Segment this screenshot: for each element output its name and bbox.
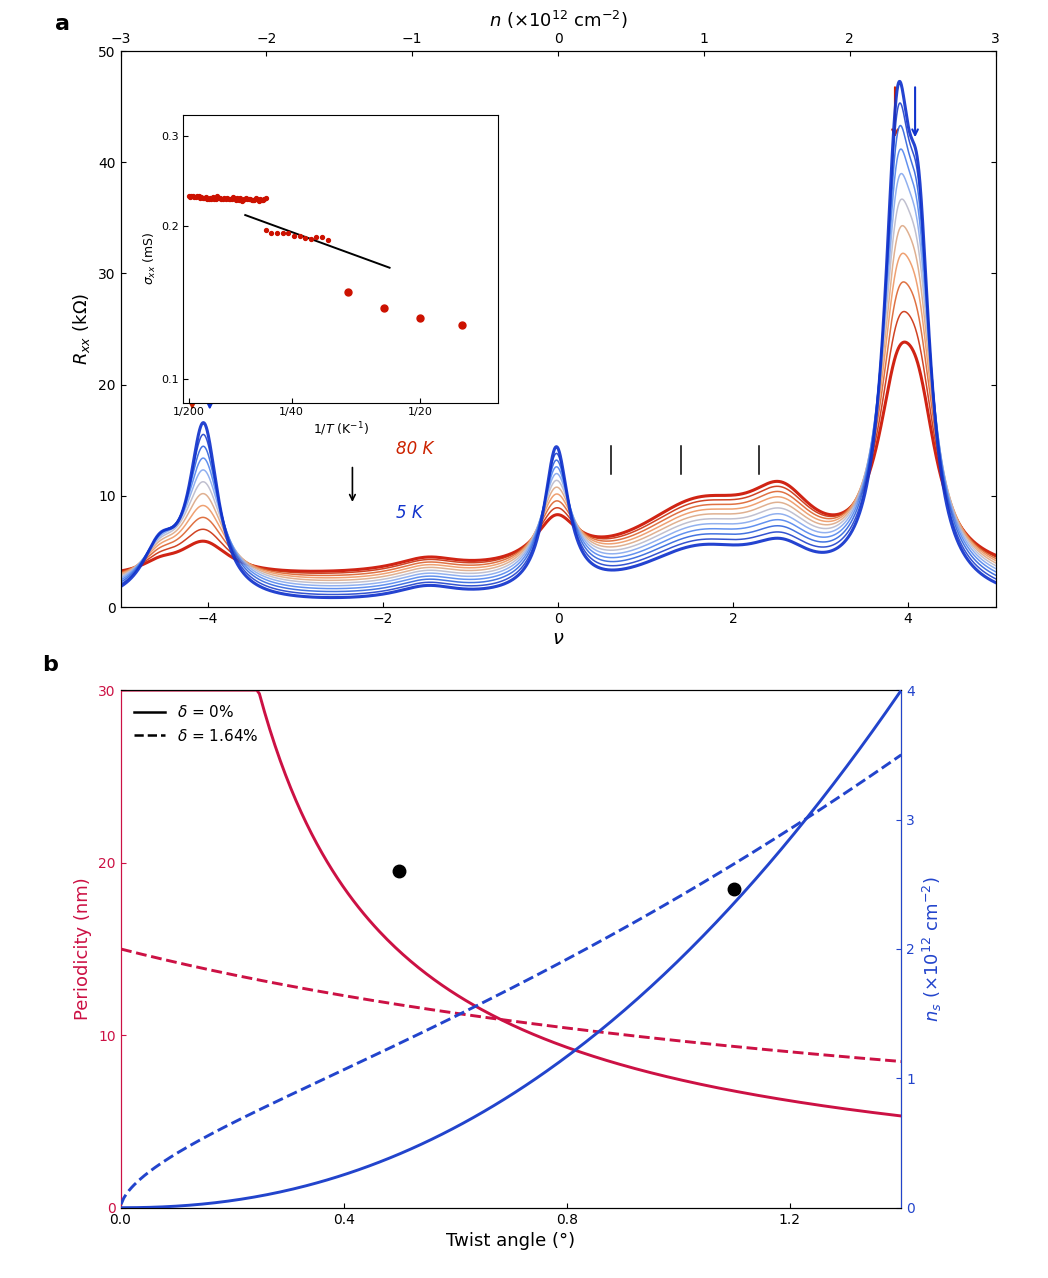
Text: 80 K: 80 K	[396, 440, 434, 458]
X-axis label: $n$ ($\times10^{12}$ cm$^{-2}$): $n$ ($\times10^{12}$ cm$^{-2}$)	[488, 9, 628, 31]
Y-axis label: Periodicity (nm): Periodicity (nm)	[74, 878, 92, 1020]
Legend: $\delta$ = 0%, $\delta$ = 1.64%: $\delta$ = 0%, $\delta$ = 1.64%	[128, 698, 265, 750]
X-axis label: Twist angle (°): Twist angle (°)	[446, 1232, 575, 1250]
Text: b: b	[42, 654, 59, 675]
Y-axis label: $\sigma_{xx}$ (mS): $\sigma_{xx}$ (mS)	[141, 233, 158, 285]
Y-axis label: $n_s$ ($\times10^{12}$ cm$^{-2}$): $n_s$ ($\times10^{12}$ cm$^{-2}$)	[920, 875, 943, 1022]
Y-axis label: $R_{xx}$ (k$\Omega$): $R_{xx}$ (k$\Omega$)	[71, 293, 92, 366]
Text: 5 K: 5 K	[396, 504, 423, 523]
X-axis label: $\nu$: $\nu$	[552, 629, 564, 648]
Text: a: a	[54, 14, 70, 35]
X-axis label: 1/$T$ (K$^{-1}$): 1/$T$ (K$^{-1}$)	[312, 420, 369, 438]
